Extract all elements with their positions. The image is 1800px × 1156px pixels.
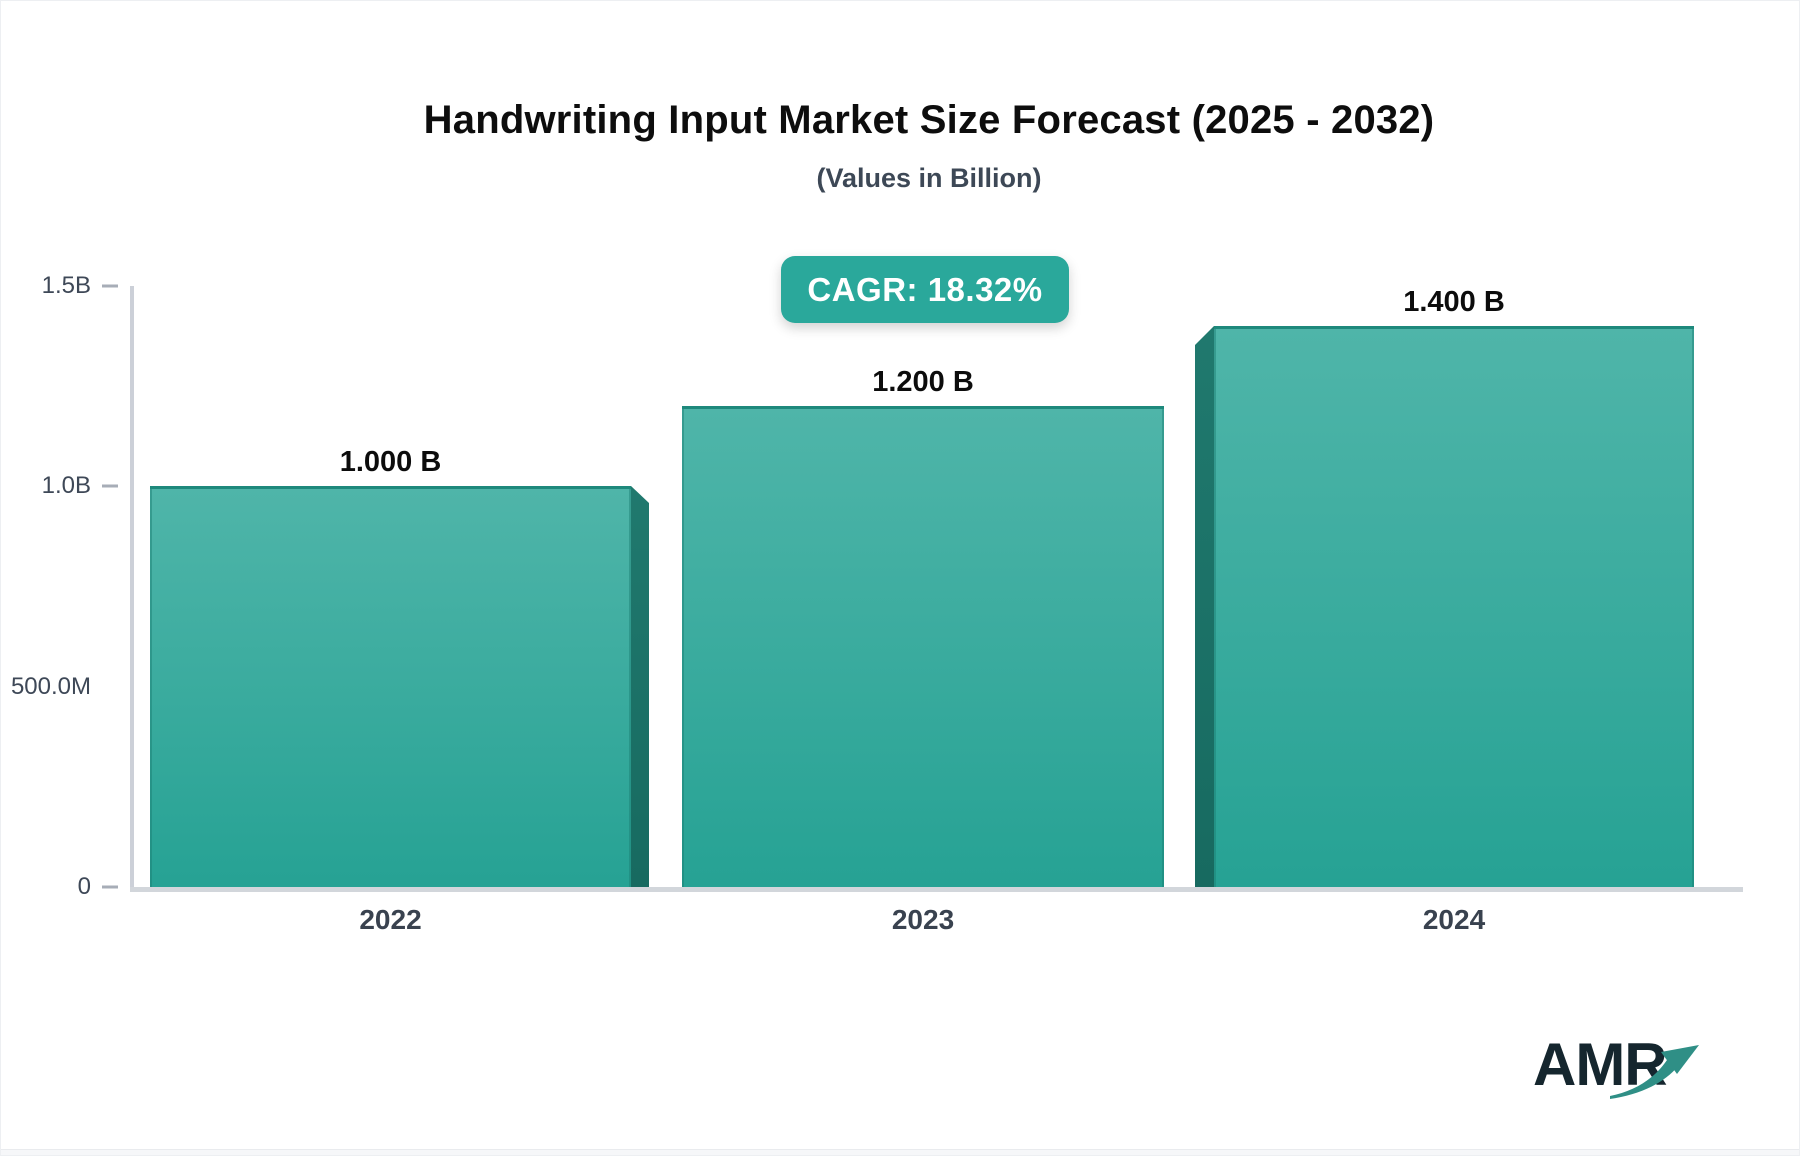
y-axis-tick-mark [102,484,118,488]
chart-title: Handwriting Input Market Size Forecast (… [423,98,1435,142]
bar-3d-side-2024 [1195,326,1214,887]
bar-3d-side-2022 [631,486,649,887]
cagr-badge: CAGR: 18.32% [781,256,1069,323]
chart-subtitle: (Values in Billion) [816,163,1042,193]
x-axis-label-2023: 2023 [891,904,955,935]
y-axis-tick-label: 0 [77,873,91,900]
x-axis-baseline [130,887,1743,892]
y-axis-tick-label: 500.0M [10,672,91,700]
y-axis-line [130,286,134,892]
growth-arrow-icon [1610,1045,1699,1099]
bar-value-label-2024: 1.400 B [1403,286,1505,318]
cagr-badge-label: CAGR: 18.32% [807,270,1043,308]
x-axis-label-2024: 2024 [1422,904,1486,935]
x-axis-label-2022: 2022 [359,904,422,935]
y-axis-tick-mark [102,284,118,288]
y-axis-tick-mark [102,885,118,889]
bar-2024 [1214,326,1694,887]
bar-value-label-2023: 1.200 B [872,366,974,398]
y-axis-tick-label: 1.5B [41,272,91,299]
y-axis-tick-label: 1.0B [41,472,91,500]
page-background-strip [1,1149,1799,1155]
bar-2022 [150,486,631,887]
amr-logo: AMR [1533,1035,1723,1107]
bar-2023 [682,406,1164,887]
bar-value-label-2022: 1.000 B [339,446,442,478]
